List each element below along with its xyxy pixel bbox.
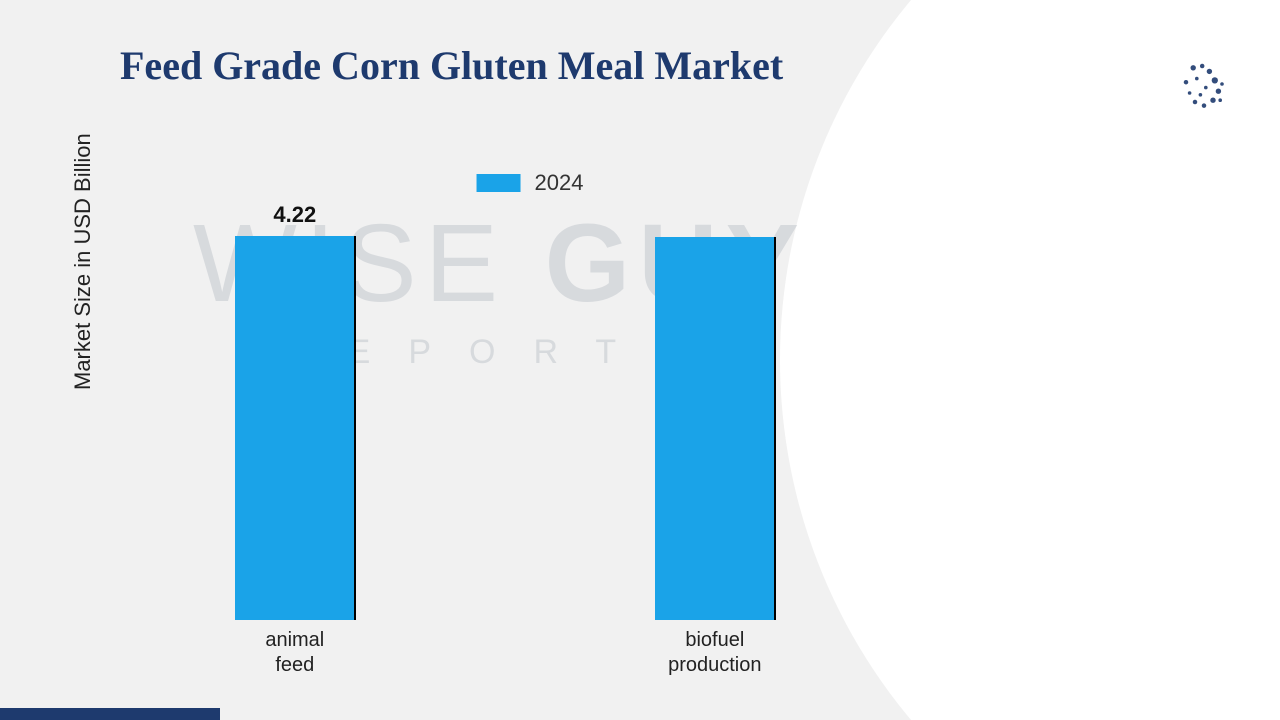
bar xyxy=(655,237,775,620)
bar-wrap: 4.22animal feed xyxy=(235,236,355,620)
bar-category-label: biofuel production xyxy=(668,628,761,678)
head-dots-icon xyxy=(1150,48,1240,138)
bar-value-label: 4.22 xyxy=(273,202,316,228)
plot-area: 2024 4.22animal feed biofuel production xyxy=(110,150,950,620)
legend-label: 2024 xyxy=(535,170,584,196)
legend-swatch xyxy=(477,174,521,192)
stage: WISE GUY REPORTS WISE GUY REPORTS Feed G… xyxy=(0,0,1280,720)
brand-logo: WISE GUY REPORTS xyxy=(990,28,1250,86)
logo-word-1: WISE xyxy=(990,26,1095,68)
bar-category-label: animal feed xyxy=(265,628,324,678)
bar-wrap: biofuel production xyxy=(655,237,775,620)
bottom-accent-strip xyxy=(0,708,220,720)
y-axis-label: Market Size in USD Billion xyxy=(70,133,96,390)
bar-right-edge xyxy=(354,236,356,620)
chart-title: Feed Grade Corn Gluten Meal Market xyxy=(120,42,783,89)
legend: 2024 xyxy=(477,170,584,196)
bar xyxy=(235,236,355,620)
bars-container: 4.22animal feed biofuel production xyxy=(110,210,950,620)
bar-right-edge xyxy=(774,237,776,620)
